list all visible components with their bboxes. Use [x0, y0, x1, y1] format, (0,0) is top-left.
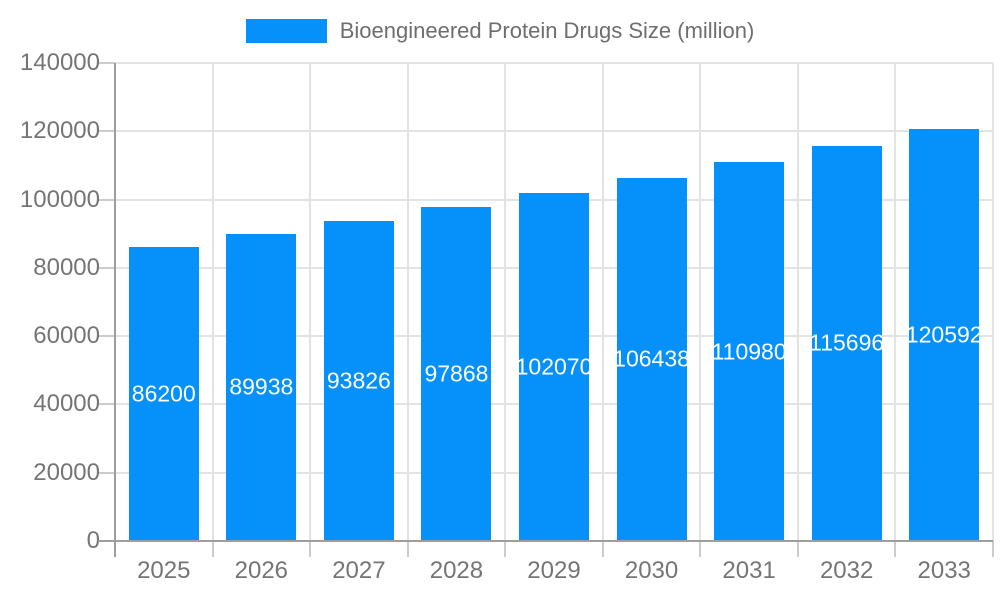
bar-2030[interactable]: 106438 [616, 177, 687, 541]
y-axis-line [114, 63, 116, 557]
y-axis-tick [98, 471, 115, 474]
x-axis-tick-label: 2033 [917, 557, 971, 584]
bar-value-label: 106438 [616, 345, 687, 372]
legend-label: Bioengineered Protein Drugs Size (millio… [339, 18, 755, 43]
x-axis-tick [406, 541, 409, 557]
x-axis-tick-label: 2032 [819, 557, 874, 584]
y-gridline [115, 130, 993, 133]
x-axis-tick [601, 541, 604, 557]
y-axis-tick-label: 20000 [33, 458, 100, 486]
x-gridline [894, 63, 897, 541]
y-axis-tick-label: 40000 [33, 390, 100, 418]
bar-2029[interactable]: 102070 [519, 192, 589, 541]
x-axis-tick [211, 541, 214, 557]
y-axis-tick [98, 403, 115, 406]
x-gridline [309, 63, 312, 541]
x-axis-tick-label: 2031 [722, 557, 776, 584]
x-axis-tick-label: 2029 [527, 557, 581, 584]
bar-value-label: 89938 [229, 373, 294, 400]
x-axis-tick [796, 541, 799, 557]
x-gridline [601, 63, 604, 541]
y-axis-tick-label: 100000 [19, 185, 100, 213]
y-axis-tick [98, 62, 115, 64]
bar-2025[interactable]: 86200 [128, 246, 199, 541]
y-axis-tick-label: 140000 [19, 49, 100, 76]
bar-value-label: 86200 [131, 380, 196, 407]
x-axis-tick [504, 541, 507, 557]
bar-2028[interactable]: 97868 [421, 206, 492, 541]
bar-2033[interactable]: 120592 [909, 129, 980, 541]
y-gridline [115, 62, 993, 64]
bar-value-label: 120592 [909, 321, 980, 348]
x-gridline [992, 63, 994, 541]
x-axis-tick-label: 2028 [429, 557, 484, 584]
x-gridline [796, 63, 799, 541]
x-axis-tick [894, 541, 897, 557]
legend: Bioengineered Protein Drugs Size (millio… [0, 19, 1000, 43]
x-axis-line [98, 540, 993, 542]
bar-value-label: 110980 [714, 338, 785, 365]
x-axis-tick [699, 541, 702, 557]
x-axis-tick-label: 2026 [234, 557, 289, 584]
bar-2026[interactable]: 89938 [226, 233, 297, 541]
y-axis-tick-label: 0 [86, 527, 100, 554]
legend-swatch [245, 19, 327, 43]
y-axis-tick [98, 130, 115, 133]
bar-value-label: 97868 [424, 360, 489, 387]
x-gridline [406, 63, 409, 541]
y-axis-tick [98, 335, 115, 338]
x-axis-tick-label: 2025 [137, 557, 191, 584]
bar-value-label: 102070 [519, 353, 589, 380]
x-axis-tick-label: 2027 [332, 557, 386, 584]
y-axis-tick-label: 80000 [33, 253, 100, 281]
bar-2027[interactable]: 93826 [323, 220, 394, 541]
x-gridline [211, 63, 214, 541]
bar-2032[interactable]: 115696 [811, 145, 882, 541]
y-axis-tick [98, 266, 115, 269]
x-axis-tick [992, 541, 994, 557]
bar-2031[interactable]: 110980 [714, 162, 785, 541]
x-axis-tick [309, 541, 312, 557]
bar-value-label: 93826 [326, 367, 391, 394]
y-axis-tick-label: 60000 [33, 322, 100, 350]
y-axis-tick [98, 198, 115, 201]
y-axis-tick-label: 120000 [19, 117, 100, 145]
x-axis-tick-label: 2030 [624, 557, 679, 584]
x-gridline [504, 63, 507, 541]
x-gridline [699, 63, 702, 541]
bar-value-label: 115696 [811, 329, 882, 356]
